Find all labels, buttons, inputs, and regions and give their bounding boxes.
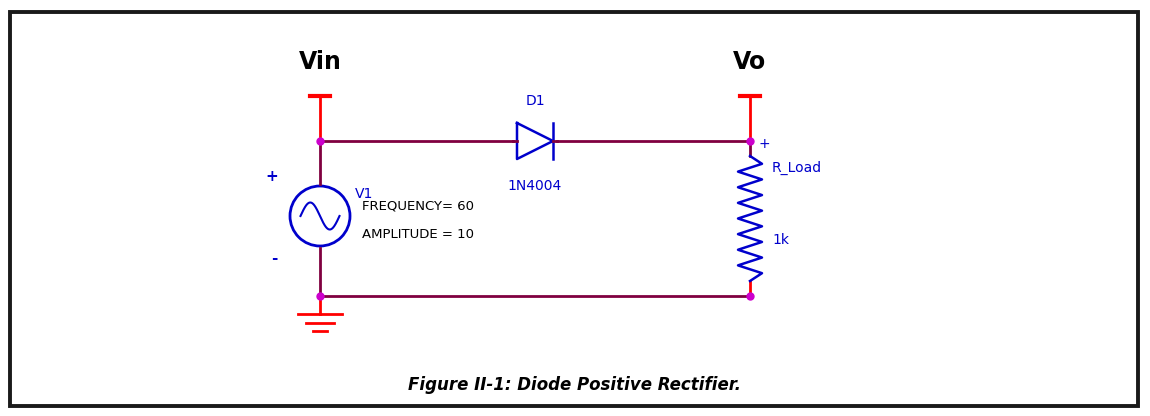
Text: -: - xyxy=(271,250,278,265)
Text: Vo: Vo xyxy=(734,50,767,74)
Text: R_Load: R_Load xyxy=(772,161,822,175)
Text: 1k: 1k xyxy=(772,233,789,248)
Text: 1N4004: 1N4004 xyxy=(508,179,562,193)
Text: D1: D1 xyxy=(526,94,545,108)
Text: V1: V1 xyxy=(355,187,374,201)
Text: +: + xyxy=(758,137,769,151)
Text: +: + xyxy=(266,168,278,183)
Text: Figure II-1: Diode Positive Rectifier.: Figure II-1: Diode Positive Rectifier. xyxy=(408,376,742,394)
Text: AMPLITUDE = 10: AMPLITUDE = 10 xyxy=(362,228,474,240)
Text: Vin: Vin xyxy=(299,50,342,74)
Text: FREQUENCY= 60: FREQUENCY= 60 xyxy=(362,200,474,213)
